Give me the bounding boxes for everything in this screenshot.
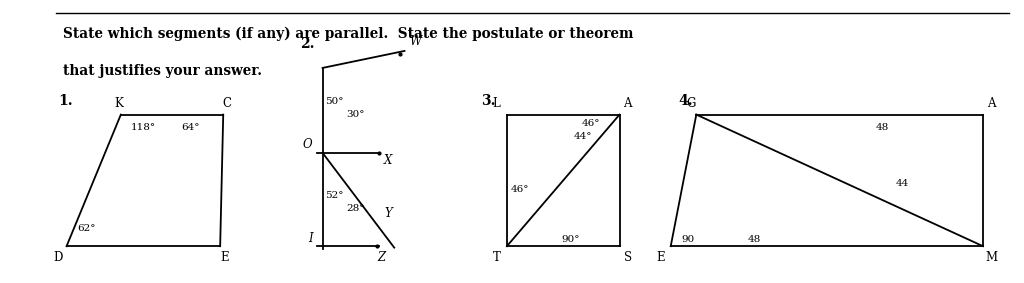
Text: T: T <box>493 251 501 264</box>
Text: L: L <box>493 97 501 110</box>
Text: 4.: 4. <box>678 94 692 108</box>
Text: S: S <box>624 251 632 264</box>
Text: 28°: 28° <box>346 203 365 213</box>
Text: E: E <box>220 251 228 264</box>
Text: 48: 48 <box>876 123 889 132</box>
Text: 62°: 62° <box>77 224 95 233</box>
Text: E: E <box>656 251 665 264</box>
Text: A: A <box>987 97 995 110</box>
Text: 1.: 1. <box>58 94 73 108</box>
Text: 3.: 3. <box>481 94 496 108</box>
Text: 50°: 50° <box>325 97 343 106</box>
Text: 2.: 2. <box>300 37 314 51</box>
Text: A: A <box>624 97 632 110</box>
Text: C: C <box>223 97 231 110</box>
Text: W: W <box>410 35 422 48</box>
Text: 90°: 90° <box>561 235 580 244</box>
Text: 46°: 46° <box>582 119 600 128</box>
Text: 44°: 44° <box>573 132 592 141</box>
Text: I: I <box>307 232 312 245</box>
Text: 118°: 118° <box>131 123 157 132</box>
Text: Z: Z <box>377 251 385 264</box>
Text: D: D <box>53 251 63 264</box>
Text: O: O <box>303 138 312 151</box>
Text: Y: Y <box>384 207 392 220</box>
Text: M: M <box>985 251 997 264</box>
Text: 52°: 52° <box>325 191 343 200</box>
Text: 30°: 30° <box>346 110 365 119</box>
Text: G: G <box>686 97 696 110</box>
Text: 44: 44 <box>896 179 909 188</box>
Text: State which segments (if any) are parallel.  State the postulate or theorem: State which segments (if any) are parall… <box>63 27 634 41</box>
Text: that justifies your answer.: that justifies your answer. <box>63 64 262 78</box>
Text: 90: 90 <box>681 235 694 244</box>
Text: K: K <box>115 97 123 110</box>
Text: 48: 48 <box>748 235 761 244</box>
Text: 46°: 46° <box>511 185 529 194</box>
Text: 64°: 64° <box>181 123 200 132</box>
Text: X: X <box>384 154 392 167</box>
